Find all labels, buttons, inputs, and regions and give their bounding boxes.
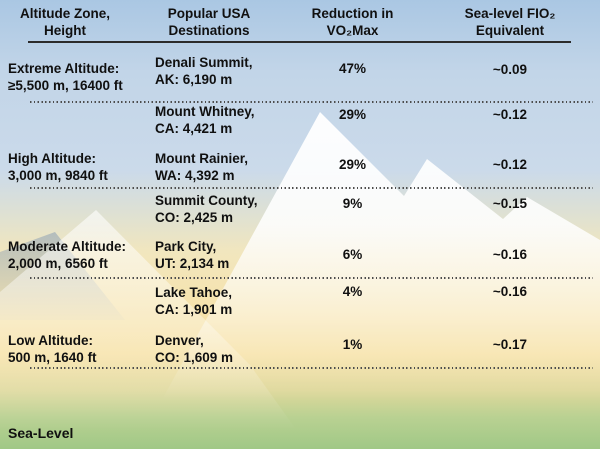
destination-name: Mount Whitney, [155,104,255,119]
zone-separator-low [30,367,593,369]
header-altitude-zone: Altitude Zone, Height [20,6,110,38]
header-fio2-equivalent: Sea-level FIO₂ Equivalent [464,6,556,38]
destination-elevation: CA: 1,901 m [155,302,233,317]
zone-label-low: Low Altitude: 500 m, 1640 ft [8,332,168,366]
destination-name: Denver, [155,333,204,348]
destination-name: Lake Tahoe, [155,285,233,300]
vo2-value-rainier: 29% [338,157,367,172]
vo2-value-whitney: 29% [338,107,367,122]
zone-separator-high [30,187,593,189]
zone-label-extreme: Extreme Altitude: ≥5,500 m, 16400 ft [8,60,168,94]
destination-elevation: WA: 4,392 m [155,168,235,183]
zone-name: Moderate Altitude: [8,239,126,254]
row-rainier: Mount Rainier, WA: 4,392 m [155,150,305,184]
vo2-value-lake-tahoe: 4% [342,284,363,299]
destination-elevation: CO: 1,609 m [155,350,234,365]
fio2-value-park-city: ~0.16 [492,247,528,262]
main-mountain-shape [135,112,600,449]
zone-height: 500 m, 1640 ft [8,350,97,365]
fio2-value-whitney: ~0.12 [492,107,528,122]
zone-name: Extreme Altitude: [8,61,120,76]
zone-separator-moderate [30,277,593,279]
destination-name: Park City, [155,239,217,254]
row-park-city: Park City, UT: 2,134 m [155,238,305,272]
destination-name: Denali Summit, [155,55,253,70]
destination-elevation: AK: 6,190 m [155,72,233,87]
fio2-value-lake-tahoe: ~0.16 [492,284,528,299]
zone-name: Low Altitude: [8,333,93,348]
fio2-value-denver: ~0.17 [492,337,528,352]
row-whitney: Mount Whitney, CA: 4,421 m [155,103,305,137]
destination-elevation: CA: 4,421 m [155,121,233,136]
zone-separator-extreme [30,101,593,103]
fio2-value-summit-county: ~0.15 [492,196,528,211]
header-vo2max-reduction: Reduction in VO₂Max [311,6,394,38]
vo2-value-denver: 1% [342,337,363,352]
zone-label-moderate: Moderate Altitude: 2,000 m, 6560 ft [8,238,168,272]
header-rule [28,41,571,43]
zone-height: ≥5,500 m, 16400 ft [8,78,123,93]
destination-elevation: UT: 2,134 m [155,256,230,271]
destination-name: Summit County, [155,193,258,208]
row-denver: Denver, CO: 1,609 m [155,332,305,366]
zone-height: 2,000 m, 6560 ft [8,256,108,271]
row-denali: Denali Summit, AK: 6,190 m [155,54,305,88]
row-lake-tahoe: Lake Tahoe, CA: 1,901 m [155,284,305,318]
zone-name: High Altitude: [8,151,96,166]
destination-elevation: CO: 2,425 m [155,210,234,225]
vo2-value-park-city: 6% [342,247,363,262]
fio2-value-rainier: ~0.12 [492,157,528,172]
vo2-value-denali: 47% [338,61,367,76]
sea-level-label: Sea-Level [8,425,74,441]
row-summit-county: Summit County, CO: 2,425 m [155,192,305,226]
fio2-value-denali: ~0.09 [492,62,528,77]
zone-height: 3,000 m, 9840 ft [8,168,108,183]
header-destinations: Popular USA Destinations [167,6,251,38]
vo2-value-summit-county: 9% [342,196,363,211]
zone-label-high: High Altitude: 3,000 m, 9840 ft [8,150,168,184]
destination-name: Mount Rainier, [155,151,249,166]
